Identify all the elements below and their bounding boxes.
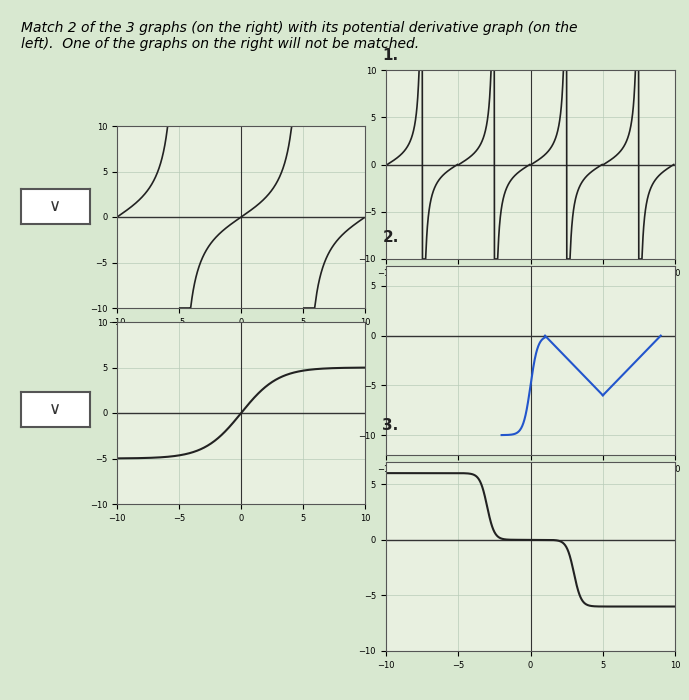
Text: 2.: 2. [382,230,399,244]
Text: 3.: 3. [382,419,399,433]
Text: Match 2 of the 3 graphs (on the right) with its potential derivative graph (on t: Match 2 of the 3 graphs (on the right) w… [21,21,577,51]
Text: 1.: 1. [382,48,398,62]
Text: ∨: ∨ [49,197,61,216]
Text: ∨: ∨ [49,400,61,419]
